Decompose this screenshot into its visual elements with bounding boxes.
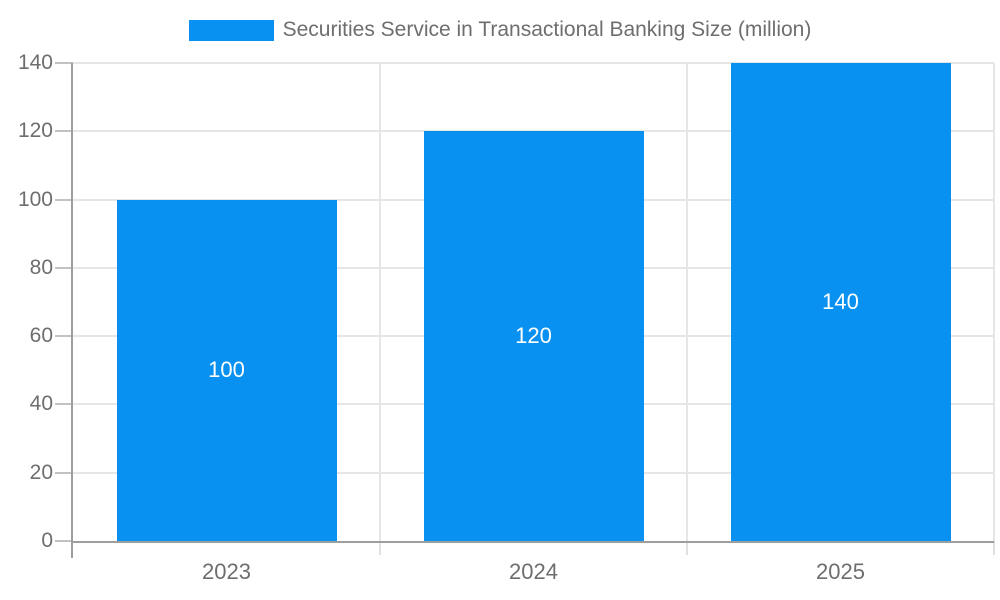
bar-value-label: 120 [515, 323, 552, 349]
y-tick-label: 120 [17, 119, 53, 143]
bar-2024[interactable] [423, 131, 644, 541]
x-axis-tick [379, 541, 381, 555]
y-axis-line [71, 63, 73, 558]
x-axis-tick [993, 541, 995, 555]
y-tick-label: 60 [29, 324, 53, 348]
bar-2023[interactable] [116, 199, 337, 541]
legend-label: Securities Service in Transactional Bank… [282, 18, 812, 41]
y-tick-label: 140 [17, 51, 53, 74]
gridline-vertical [379, 63, 381, 541]
x-axis-line [71, 541, 994, 543]
y-tick-label: 0 [41, 529, 53, 552]
y-tick-label: 20 [29, 460, 53, 484]
y-axis-tick [55, 335, 73, 338]
y-tick-label: 40 [29, 392, 53, 416]
y-axis-tick [55, 540, 73, 542]
y-axis-tick [55, 62, 73, 64]
y-tick-label: 80 [29, 255, 53, 279]
y-tick-label: 100 [17, 187, 53, 211]
gridline-vertical [993, 63, 995, 541]
y-axis-tick [55, 198, 73, 201]
x-tick-label: 2024 [509, 559, 558, 584]
y-axis-tick [55, 130, 73, 133]
legend-swatch-icon [188, 19, 274, 41]
gridline-horizontal [73, 62, 994, 64]
bar-value-label: 140 [822, 289, 859, 314]
y-axis-tick [55, 266, 73, 269]
chart-legend[interactable]: Securities Service in Transactional Bank… [0, 17, 1000, 43]
x-tick-label: 2025 [816, 559, 865, 584]
bar-2025[interactable] [730, 63, 951, 541]
x-axis-tick [686, 541, 688, 555]
bar-value-label: 100 [208, 357, 245, 383]
gridline-vertical [686, 63, 688, 541]
y-axis-tick [55, 403, 73, 406]
y-axis-tick [55, 471, 73, 474]
x-tick-label: 2023 [202, 559, 251, 584]
